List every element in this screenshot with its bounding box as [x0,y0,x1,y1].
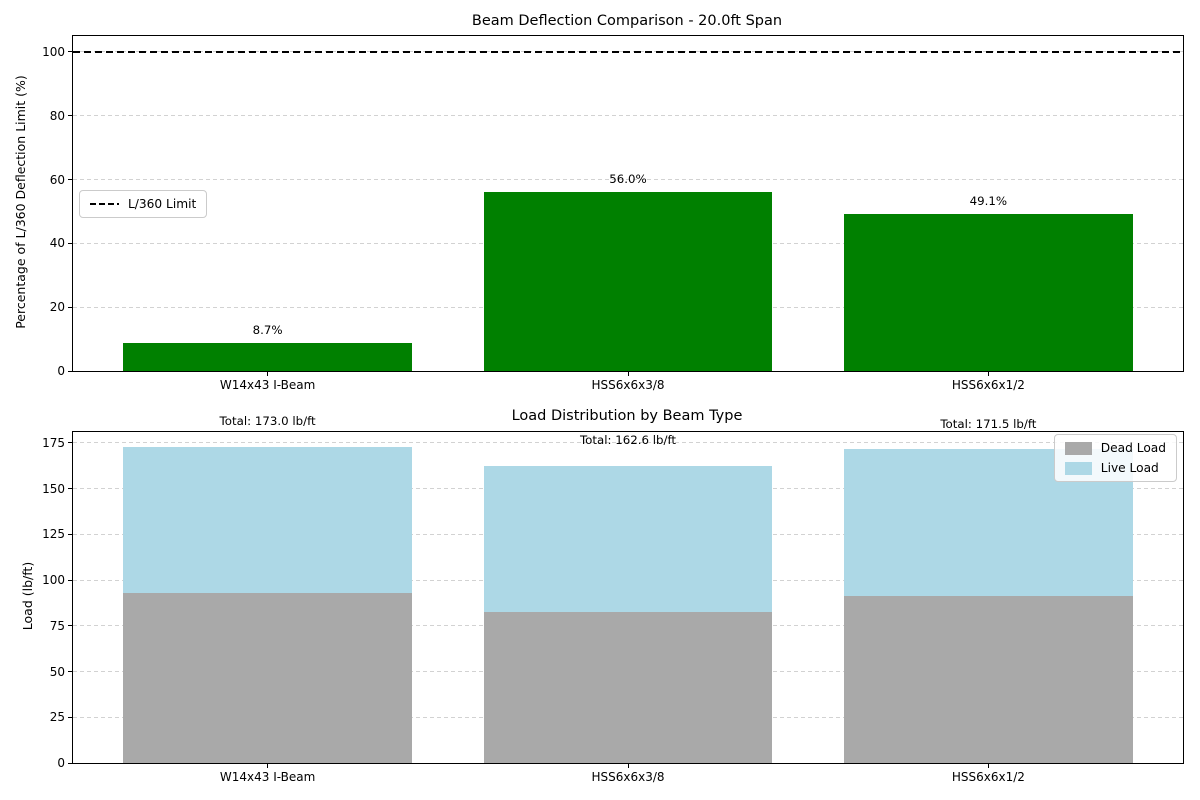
value-label: 49.1% [969,193,1008,208]
legend: Dead Load Live Load [1053,434,1177,482]
bar-segment [844,595,1133,763]
x-tick-label: HSS6x6x3/8 [591,378,665,392]
gridline [73,115,1183,117]
x-tick-label: HSS6x6x1/2 [951,378,1025,392]
chart-title: Beam Deflection Comparison - 20.0ft Span [471,13,783,29]
y-tick-label: 125 [42,527,65,542]
y-tick-mark [68,370,73,372]
x-tick-mark [267,371,269,376]
y-axis-label: Load (lb/ft) [20,561,35,631]
live-load-swatch-icon [1064,461,1092,475]
y-tick-label: 60 [49,172,65,187]
y-tick-mark [68,242,73,244]
y-tick-mark [68,762,73,764]
limit-line [73,50,1183,53]
y-tick-mark [68,51,73,53]
y-axis-label: Percentage of L/360 Deflection Limit (%) [13,75,28,329]
legend-label: Live Load [1100,461,1159,475]
total-label: Total: 162.6 lb/ft [579,433,677,448]
y-tick-label: 25 [49,710,65,725]
x-tick-label: HSS6x6x3/8 [591,770,665,784]
y-tick-mark [68,533,73,535]
bar-segment [483,465,773,612]
x-tick-mark [627,763,629,768]
deflection-chart: Beam Deflection Comparison - 20.0ft Span… [13,13,1184,392]
y-tick-mark [68,306,73,308]
gridline [73,442,1183,444]
y-tick-mark [68,442,73,444]
legend: L/360 Limit [79,190,208,218]
y-tick-label: 0 [57,756,65,770]
y-tick-label: 80 [49,108,65,123]
y-tick-label: 50 [49,664,65,679]
total-label: Total: 171.5 lb/ft [940,417,1037,432]
y-tick-mark [68,625,73,627]
x-tick-mark [267,763,269,768]
legend-label: Dead Load [1100,441,1166,455]
y-tick-label: 20 [49,300,65,315]
y-tick-label: 100 [42,44,65,59]
y-tick-mark [68,115,73,117]
y-tick-label: 40 [49,236,65,251]
y-tick-label: 75 [49,618,65,633]
value-label: 56.0% [609,171,647,186]
y-tick-label: 150 [42,481,65,496]
legend-entry: L/360 Limit [90,197,196,211]
bar [483,192,773,371]
y-tick-mark [68,579,73,581]
plot-area: 0 25 50 75 100 125 150 175 Total: 173.0 lb/ft W14… [42,415,1184,784]
y-tick-label: 175 [42,435,65,450]
y-tick-mark [68,716,73,718]
y-tick-mark [68,488,73,490]
legend-entry: Dead Load [1064,441,1166,455]
y-tick-mark [68,671,73,673]
x-tick-mark [627,371,629,376]
x-tick-mark [987,371,989,376]
bar-segment [123,592,412,763]
y-tick-label: 0 [57,364,65,378]
bar-segment [123,446,412,593]
x-tick-label: W14x43 I-Beam [219,770,316,784]
chart-title: Load Distribution by Beam Type [511,408,743,424]
plot-area: 0 20 40 60 80 100 8.7% W14x43 I-Beam 56.0% HSS6x6… [42,35,1184,392]
gridline [73,179,1183,181]
dashed-line-icon [90,203,119,205]
value-label: 8.7% [252,322,283,337]
bar [844,214,1133,371]
dead-load-swatch-icon [1064,441,1092,455]
bar-segment [483,611,773,763]
total-label: Total: 173.0 lb/ft [219,414,316,429]
bar [123,343,412,371]
x-tick-mark [987,763,989,768]
legend-label: L/360 Limit [128,197,197,211]
x-tick-label: HSS6x6x1/2 [951,770,1025,784]
load-distribution-chart: Load Distribution by Beam Type Load (lb/… [0,400,1200,800]
y-tick-mark [68,179,73,181]
y-tick-label: 100 [42,573,65,588]
x-tick-label: W14x43 I-Beam [219,378,316,392]
legend-entry: Live Load [1064,461,1166,475]
